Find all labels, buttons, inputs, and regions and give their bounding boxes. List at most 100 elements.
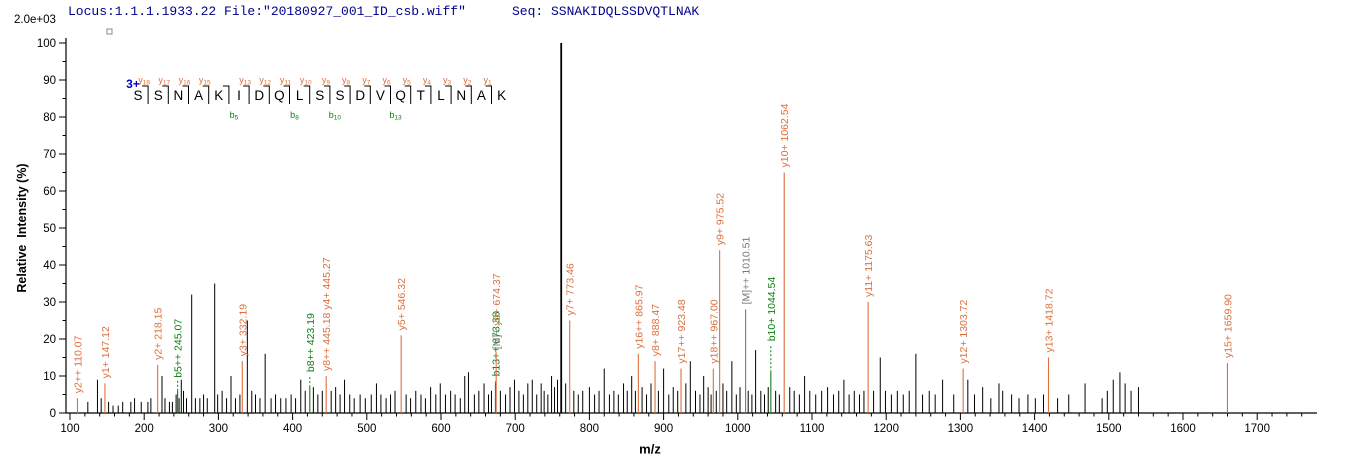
y-tick-label: 100 [37, 38, 56, 50]
peak-label: y5+ 546.32 [396, 278, 408, 330]
y-tick-label: 60 [43, 186, 56, 198]
y-ion-label: y1 [483, 75, 492, 87]
residue-letter: N [174, 88, 184, 103]
x-tick-label: 1300 [948, 423, 974, 435]
y-ion-label: y9 [322, 75, 331, 87]
peak-label: y1+ 147.12 [100, 326, 112, 378]
precursor-charge: 3+ [126, 77, 140, 91]
cleavage-mark [323, 85, 331, 104]
y-tick-label: 70 [43, 149, 56, 161]
b-ion-label: b5 [230, 110, 239, 122]
y-ion-label: y18 [138, 75, 150, 87]
x-tick-label: 800 [580, 423, 599, 435]
y-ion-label: y12 [259, 75, 271, 87]
x-tick-label: 1700 [1244, 423, 1270, 435]
x-tick-label: 1100 [800, 423, 825, 435]
residue-letter: S [154, 88, 163, 103]
cleavage-mark [384, 85, 391, 104]
cleavage-mark [162, 85, 169, 104]
locus-file-label: Locus:1.1.1.1933.22 File:"20180927_001_I… [68, 4, 466, 19]
cleavage-mark [222, 85, 230, 104]
peak-label: y2++ 110.07 [72, 335, 84, 393]
y-ion-label: y7 [362, 75, 371, 87]
y-ion-label: y5 [403, 75, 412, 87]
y-ion-label: y3 [443, 75, 452, 87]
residue-letter: Q [274, 88, 285, 103]
b-ion-label: b8 [290, 110, 299, 122]
x-tick-label: 1500 [1096, 423, 1122, 435]
residue-letter: A [194, 88, 203, 103]
residue-letter: K [214, 88, 223, 103]
cleavage-mark [344, 85, 351, 104]
residue-letter: S [133, 88, 142, 103]
y-tick-label: 90 [43, 75, 56, 87]
y-ion-label: y6 [382, 75, 391, 87]
cleavage-mark [303, 85, 311, 104]
cleavage-mark [182, 85, 189, 104]
x-tick-label: 400 [283, 423, 302, 435]
peaks [87, 43, 1139, 413]
y-ion-label: y11 [280, 75, 292, 87]
y-ion-label: y10 [300, 75, 312, 87]
peak-label: y8+ 888.47 [650, 304, 662, 356]
y-ion-label: y15 [199, 75, 211, 87]
peak-label: b13++ 673.38 [490, 311, 502, 376]
max-intensity-label: 2.0e+03 [14, 14, 56, 26]
residue-letter: D [254, 88, 264, 103]
residue-letter: N [456, 88, 466, 103]
x-tick-label: 600 [431, 423, 450, 435]
cleavage-mark [445, 85, 452, 104]
cleavage-mark [364, 85, 371, 104]
peak-label: y15+ 1659.90 [1222, 294, 1234, 358]
peak-label: y10+ 1062.54 [779, 103, 791, 167]
y-tick-label: 10 [43, 371, 56, 383]
peak-label: b5++ 245.07 [173, 319, 185, 378]
peak-label: [M]+ y6+ 674.37 [491, 273, 503, 349]
y-ion-label: y2 [463, 75, 472, 87]
peak-label: y2+ 218.15 [153, 307, 165, 359]
residue-letter: Q [395, 88, 406, 103]
peak-label: y9+ 975.52 [715, 193, 727, 245]
marker-square [106, 28, 113, 35]
cleavage-mark [465, 85, 472, 104]
x-tick-label: 300 [209, 423, 228, 435]
y-ion-label: y8 [342, 75, 351, 87]
peak-label: y13+ 1418.72 [1043, 288, 1055, 352]
residue-letter: K [497, 88, 506, 103]
b-ion-label: b10 [329, 110, 342, 122]
residue-letter: D [355, 88, 365, 103]
y-tick-label: 0 [50, 408, 56, 420]
peak-label: y8++ 445.18 y4+ 445.27 [321, 257, 333, 371]
peak-label: y12+ 1303.72 [958, 300, 970, 364]
y-tick-label: 80 [43, 112, 56, 124]
cleavage-mark [243, 85, 250, 104]
y-ion-label: y17 [158, 75, 170, 87]
peak-label: b10+ 1044.54 [766, 277, 778, 342]
cleavage-mark [283, 85, 290, 104]
cleavage-mark [424, 85, 432, 104]
y-ion-label: y16 [179, 75, 191, 87]
residue-letter: L [296, 88, 304, 103]
b-ion-label: b13 [389, 110, 402, 122]
peak-label: y17++ 923.48 [676, 299, 688, 363]
x-tick-label: 700 [506, 423, 525, 435]
residue-letter: S [335, 88, 344, 103]
cleavage-mark [485, 85, 492, 104]
peak-label: b8++ 423.19 [305, 313, 317, 372]
y-tick-label: 20 [43, 334, 56, 346]
peak-label: y11+ 1175.63 [863, 234, 875, 297]
cleavage-mark [202, 85, 210, 104]
x-axis-ticks: 100 200 300 400 500 600 700 800 900 1000 1100 1200 1… [60, 413, 1303, 435]
cleavage-mark [142, 85, 149, 104]
residue-letter: L [437, 88, 445, 103]
y-ion-label: y4 [423, 75, 432, 87]
y-tick-label: 40 [43, 260, 56, 272]
cleavage-mark [263, 85, 270, 104]
peak-label: y7+ 773.46 [565, 263, 577, 315]
cleavage-mark [404, 85, 412, 104]
peak-label: y18++ 967.00 [708, 299, 720, 363]
residue-letter: S [315, 88, 324, 103]
